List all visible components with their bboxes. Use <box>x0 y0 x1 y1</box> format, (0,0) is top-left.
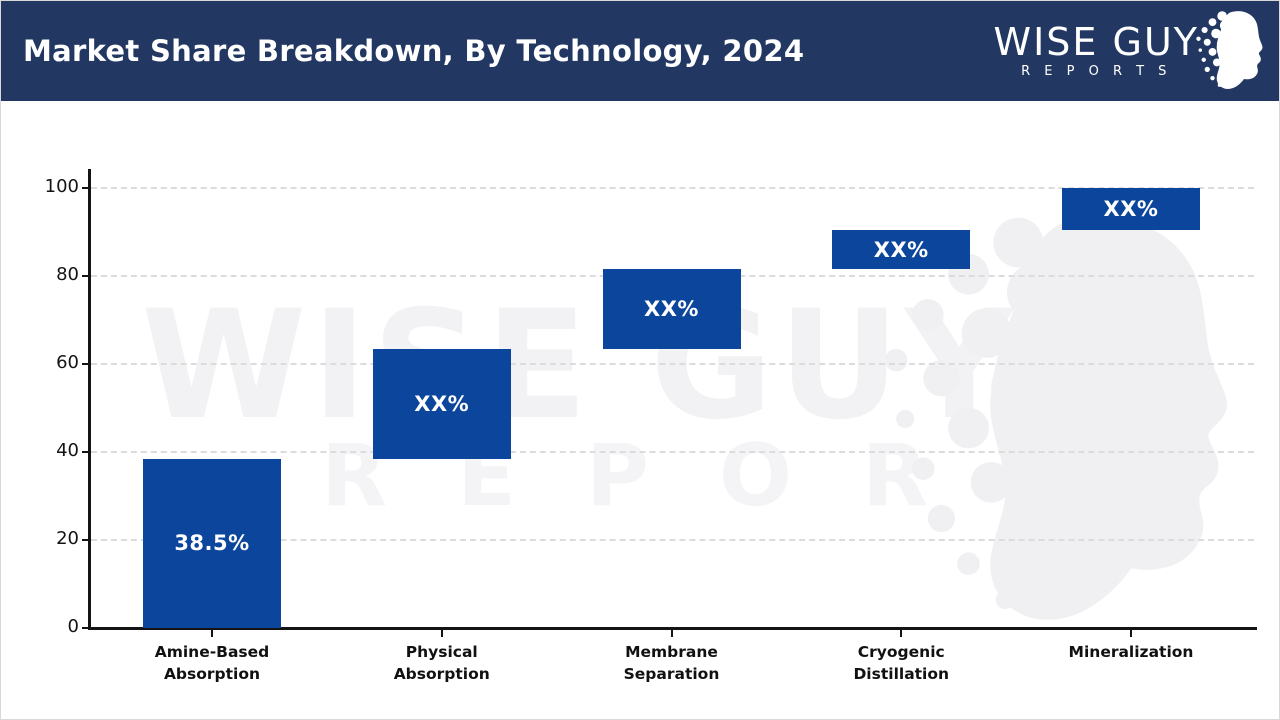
y-tick-mark <box>82 187 91 189</box>
y-tick-mark <box>82 363 91 365</box>
x-category-label-line: Cryogenic <box>857 643 945 661</box>
bar-2: XX% <box>372 348 511 459</box>
bar-3: XX% <box>602 269 741 349</box>
x-tick-mark <box>211 629 213 637</box>
y-tick-label: 80 <box>56 264 79 285</box>
x-category-label-line: Absorption <box>163 664 261 683</box>
x-category-label: Cryogenic Distillation <box>786 642 1016 685</box>
x-axis-line <box>88 627 1257 630</box>
x-category-label-line: Physical <box>405 643 478 661</box>
y-tick-mark <box>82 275 91 277</box>
x-category-label: Amine-Based Absorption <box>97 642 327 685</box>
y-tick-label: 0 <box>67 616 79 637</box>
x-tick-mark <box>1130 629 1132 637</box>
wiseguy-logo-name: WISE GUY <box>993 20 1199 64</box>
y-axis-line <box>88 169 91 630</box>
y-tick-mark <box>82 539 91 541</box>
y-tick-label: 60 <box>56 352 79 373</box>
bar-1: 38.5% <box>143 458 281 628</box>
gridline <box>91 539 1254 541</box>
x-tick-mark <box>670 629 673 637</box>
x-category-label: Physical Absorption <box>327 642 557 685</box>
gridline <box>91 363 1254 365</box>
bar-5: XX% <box>1062 188 1200 230</box>
y-tick-mark <box>82 451 91 453</box>
gridline <box>91 187 1254 189</box>
x-category-label: Mineralization <box>1016 642 1246 664</box>
wiseguy-logo-text: WISE GUY R E P O R T S <box>994 23 1199 79</box>
page-title: Market Share Breakdown, By Technology, 2… <box>23 34 805 68</box>
wiseguy-face-icon <box>1193 9 1267 93</box>
x-tick-mark <box>440 629 443 637</box>
x-tick-mark <box>900 629 903 637</box>
bar-value-label: XX% <box>1103 196 1159 221</box>
x-category-label: Membrane Separation <box>557 642 787 685</box>
gridline <box>91 451 1254 453</box>
y-tick-label: 100 <box>44 176 79 197</box>
bar-value-label: XX% <box>414 391 470 416</box>
x-category-label-line: Membrane <box>625 643 718 661</box>
bar-value-label: 38.5% <box>174 531 250 556</box>
wiseguy-logo-reports: R E P O R T S <box>1021 64 1172 79</box>
y-tick-mark <box>82 627 91 629</box>
x-category-label-line: Separation <box>623 664 720 683</box>
x-category-label-line: Absorption <box>393 664 490 683</box>
x-category-label-line: Distillation <box>853 664 950 683</box>
x-category-label-line: Amine-Based <box>154 643 270 661</box>
y-tick-label: 20 <box>56 528 79 549</box>
bar-value-label: XX% <box>873 237 929 262</box>
x-category-label-line: Mineralization <box>1068 643 1194 661</box>
bar-value-label: XX% <box>644 296 699 321</box>
wiseguy-logo: WISE GUY R E P O R T S <box>994 9 1267 93</box>
y-tick-label: 40 <box>56 440 79 461</box>
header-bar: Market Share Breakdown, By Technology, 2… <box>1 1 1279 101</box>
bar-4: XX% <box>832 229 971 270</box>
